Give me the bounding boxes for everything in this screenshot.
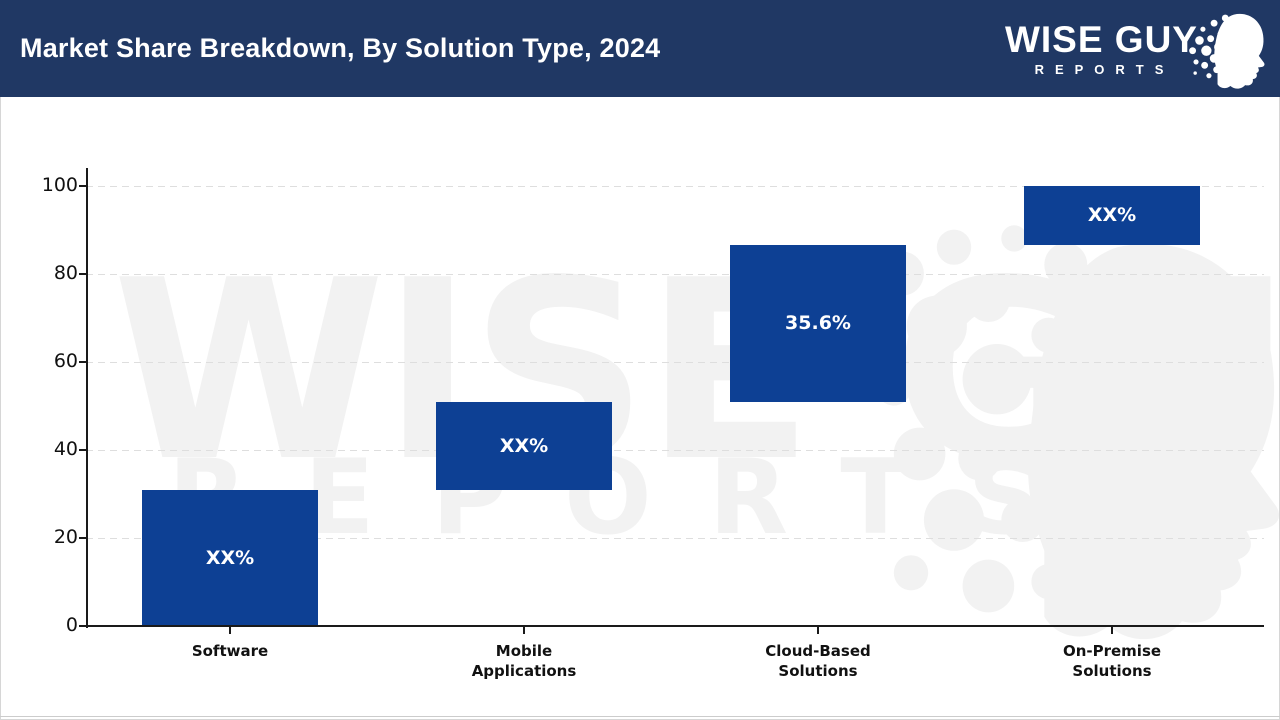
- y-axis-line: [86, 168, 88, 628]
- y-tick-label: 80: [53, 262, 78, 284]
- x-tick-mark: [229, 627, 231, 634]
- gridline-20: [86, 538, 1264, 539]
- category-label: Software: [191, 642, 269, 660]
- x-tick-mark: [523, 627, 525, 634]
- gridline-80: [86, 274, 1264, 275]
- bar-value-label: 35.6%: [785, 312, 851, 335]
- bar-value-label: XX%: [1087, 204, 1137, 227]
- bar-3: 35.6%: [730, 244, 906, 402]
- category-label: Mobile Applications: [471, 642, 577, 680]
- bar-value-label: XX%: [205, 546, 255, 569]
- wiseguy-face-icon: [1189, 13, 1265, 89]
- header-bar: Market Share Breakdown, By Solution Type…: [0, 0, 1280, 97]
- x-tick-mark: [817, 627, 819, 634]
- x-axis-line: [86, 625, 1264, 627]
- gridline-60: [86, 362, 1264, 363]
- logo-wordmark: WISE GUY: [1004, 18, 1198, 60]
- y-tick-label: 60: [53, 350, 78, 372]
- y-tick-mark: [79, 537, 86, 539]
- bar-2: XX%: [436, 401, 612, 490]
- page-title: Market Share Breakdown, By Solution Type…: [20, 33, 661, 63]
- category-label: On-Premise Solutions: [1062, 642, 1162, 680]
- y-tick-label: 100: [41, 174, 78, 196]
- bar-value-label: XX%: [499, 434, 549, 457]
- bar-1: XX%: [142, 489, 318, 626]
- wiseguy-logo-text: WISE GUY REPORTS: [1004, 18, 1198, 77]
- chart-area: 0 20 40 60 80 100 XX% Software XX% Mobile Applica…: [0, 97, 1280, 716]
- bottom-border-line: [0, 716, 1280, 717]
- bar-4: XX%: [1024, 186, 1200, 245]
- x-tick-mark: [1111, 627, 1113, 634]
- gridline-100: [86, 186, 1264, 187]
- y-tick-mark: [79, 361, 86, 363]
- logo-subtitle: REPORTS: [1034, 61, 1175, 77]
- wiseguy-logo: WISE GUY REPORTS: [1005, 0, 1270, 97]
- y-tick-label: 40: [53, 438, 78, 460]
- y-tick-mark: [79, 449, 86, 451]
- y-tick-label: 20: [53, 526, 78, 548]
- gridline-40: [86, 450, 1264, 451]
- y-tick-label: 0: [65, 614, 78, 636]
- y-tick-mark: [79, 625, 86, 627]
- y-tick-mark: [79, 185, 86, 187]
- y-tick-mark: [79, 273, 86, 275]
- category-label: Cloud-Based Solutions: [765, 642, 871, 680]
